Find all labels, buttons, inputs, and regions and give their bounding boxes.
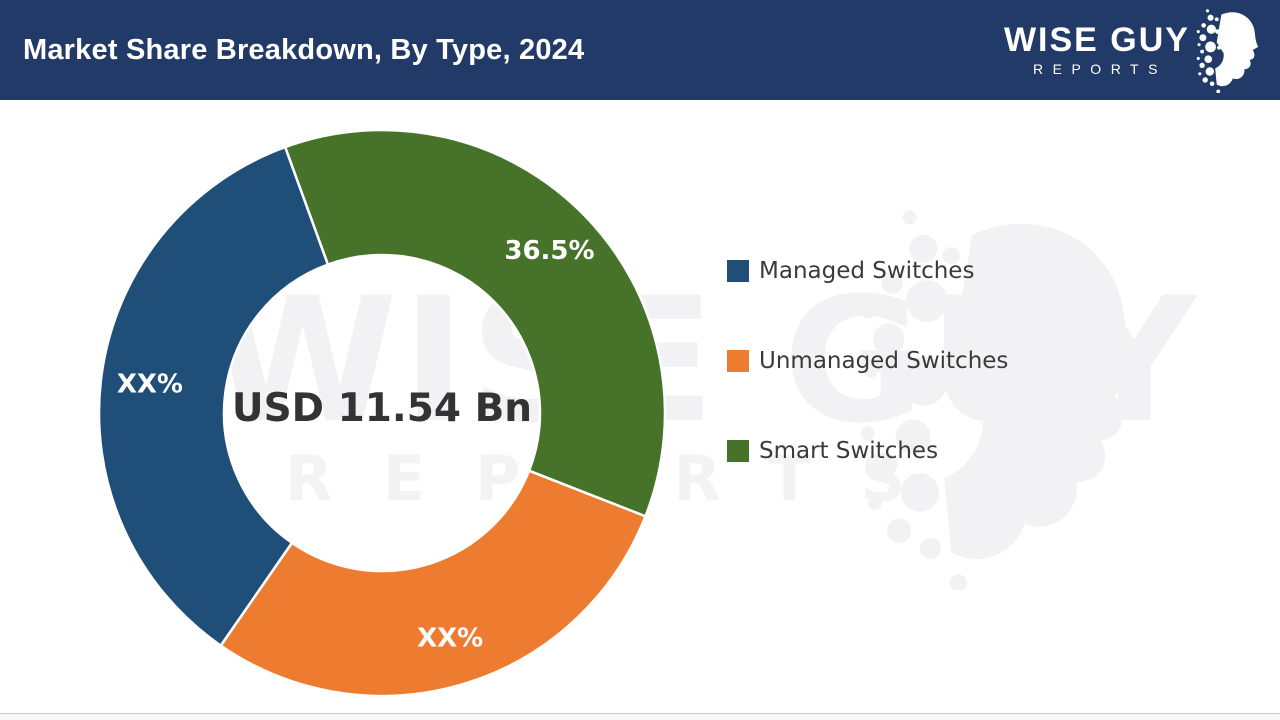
donut-slice-smart-switches — [283, 128, 667, 518]
logo-face-icon — [1196, 9, 1259, 93]
logo-wordmark: WISE GUY — [1003, 21, 1190, 60]
logo-subtitle: REPORTS — [1033, 60, 1167, 77]
slice-label-managed-switches: XX% — [117, 370, 183, 400]
header-bar: Market Share Breakdown, By Type, 2024 WI… — [0, 0, 1280, 100]
chart-legend: Managed Switches Unmanaged Switches Smar… — [727, 256, 1008, 465]
legend-label: Unmanaged Switches — [759, 347, 1009, 374]
chart-canvas: WISE GUY REPORTS XX%XX%36.5% USD 11.54 B… — [0, 100, 1280, 713]
legend-label: Smart Switches — [759, 437, 939, 464]
donut-center-value: USD 11.54 Bn — [231, 386, 533, 431]
legend-swatch-managed-switches — [727, 259, 749, 282]
slice-label-unmanaged-switches: XX% — [417, 623, 483, 653]
legend-item-managed-switches: Managed Switches — [727, 256, 1008, 285]
legend-item-unmanaged-switches: Unmanaged Switches — [727, 346, 1008, 375]
legend-item-smart-switches: Smart Switches — [727, 436, 1008, 465]
slice-label-smart-switches: 36.5% — [504, 236, 594, 266]
legend-label: Managed Switches — [759, 257, 975, 284]
legend-swatch-smart-switches — [727, 439, 749, 462]
donut-chart: XX% XX% 36.5% — [97, 128, 667, 698]
legend-swatch-unmanaged-switches — [727, 349, 749, 372]
wise-guy-reports-logo: WISE GUY REPORTS — [1004, 7, 1266, 93]
page-title: Market Share Breakdown, By Type, 2024 — [23, 33, 585, 66]
donut-slice-unmanaged-switches — [219, 469, 647, 698]
bottom-divider — [0, 713, 1280, 720]
donut-slice-managed-switches — [97, 145, 330, 647]
